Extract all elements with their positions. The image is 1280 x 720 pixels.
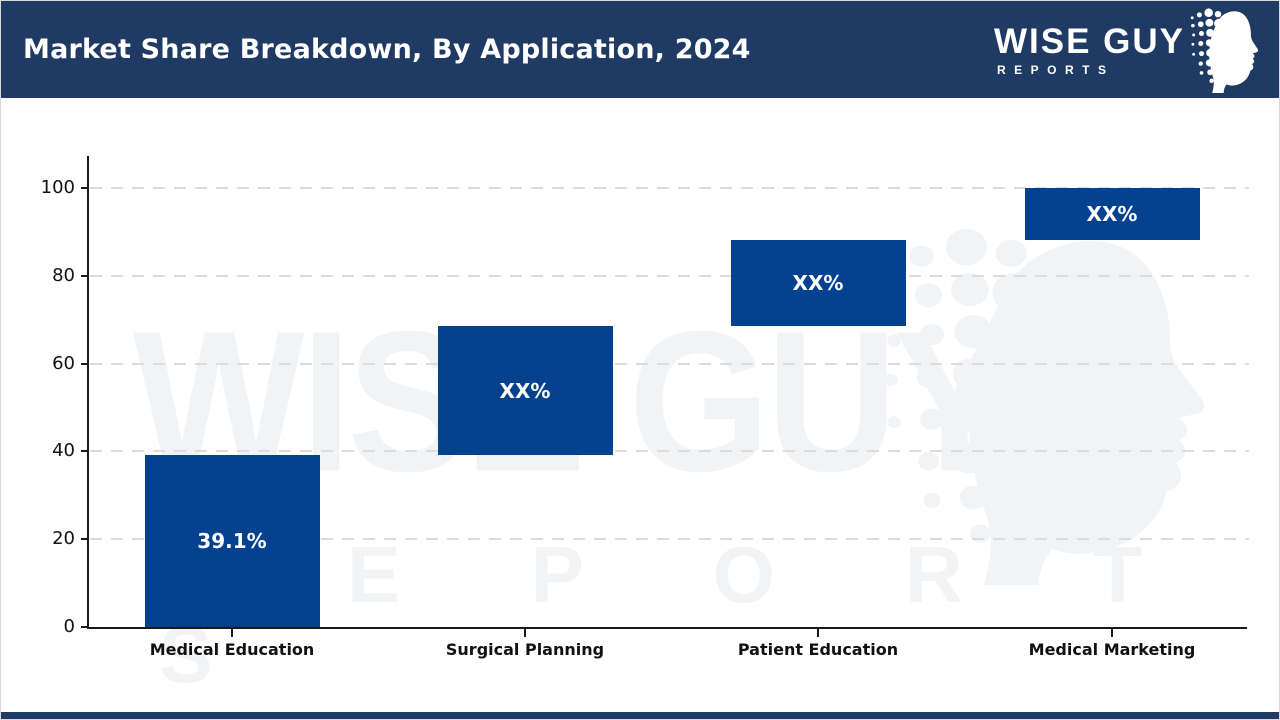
gridline-100 bbox=[90, 187, 1249, 189]
x-tick-medical-education bbox=[231, 629, 233, 637]
bar-value-label-patient-education: XX% bbox=[792, 271, 844, 296]
y-tick-label-80: 80 bbox=[52, 264, 75, 286]
y-tick-60 bbox=[81, 362, 89, 365]
y-tick-label-100: 100 bbox=[40, 177, 75, 198]
y-tick-label-40: 40 bbox=[52, 440, 75, 462]
y-tick-100 bbox=[81, 187, 89, 189]
gridline-40 bbox=[90, 450, 1249, 453]
x-category-label-medical-marketing: Medical Marketing bbox=[1028, 640, 1196, 659]
bar-value-label-medical-marketing: XX% bbox=[1086, 201, 1138, 226]
gridline-20 bbox=[90, 538, 1249, 541]
y-tick-label-60: 60 bbox=[52, 352, 75, 374]
bar-surgical-planning: XX% bbox=[437, 326, 613, 456]
chart-title: Market Share Breakdown, By Application, … bbox=[23, 34, 751, 65]
bar-medical-education: 39.1% bbox=[144, 455, 320, 627]
x-axis-line bbox=[87, 627, 1247, 629]
y-tick-20 bbox=[81, 538, 89, 541]
bar-patient-education: XX% bbox=[730, 239, 906, 327]
x-category-label-patient-education: Patient Education bbox=[737, 640, 899, 659]
gridline-80 bbox=[90, 274, 1249, 277]
y-tick-0 bbox=[81, 626, 89, 628]
header-band: Market Share Breakdown, By Application, … bbox=[1, 1, 1279, 98]
brand-logo: WISE GUY REPORTS bbox=[994, 7, 1259, 93]
brand-logo-text: WISE GUY REPORTS bbox=[994, 24, 1185, 76]
brand-wordmark: WISE GUY bbox=[993, 21, 1185, 61]
x-tick-patient-education bbox=[817, 629, 819, 637]
y-axis-line bbox=[87, 156, 89, 629]
x-category-label-medical-education: Medical Education bbox=[149, 640, 315, 659]
brand-reports-text: REPORTS bbox=[996, 62, 1115, 77]
x-tick-surgical-planning bbox=[524, 629, 526, 637]
x-tick-medical-marketing bbox=[1111, 629, 1113, 637]
y-tick-80 bbox=[81, 274, 89, 277]
gridline-60 bbox=[90, 362, 1249, 365]
y-tick-label-0: 0 bbox=[63, 616, 75, 637]
y-tick-40 bbox=[81, 450, 89, 453]
bar-value-label-medical-education: 39.1% bbox=[197, 529, 267, 554]
x-category-label-surgical-planning: Surgical Planning bbox=[445, 640, 605, 659]
y-tick-label-20: 20 bbox=[52, 528, 75, 550]
bar-medical-marketing: XX% bbox=[1024, 188, 1200, 240]
bar-value-label-surgical-planning: XX% bbox=[499, 378, 551, 403]
footer-band bbox=[1, 712, 1279, 719]
